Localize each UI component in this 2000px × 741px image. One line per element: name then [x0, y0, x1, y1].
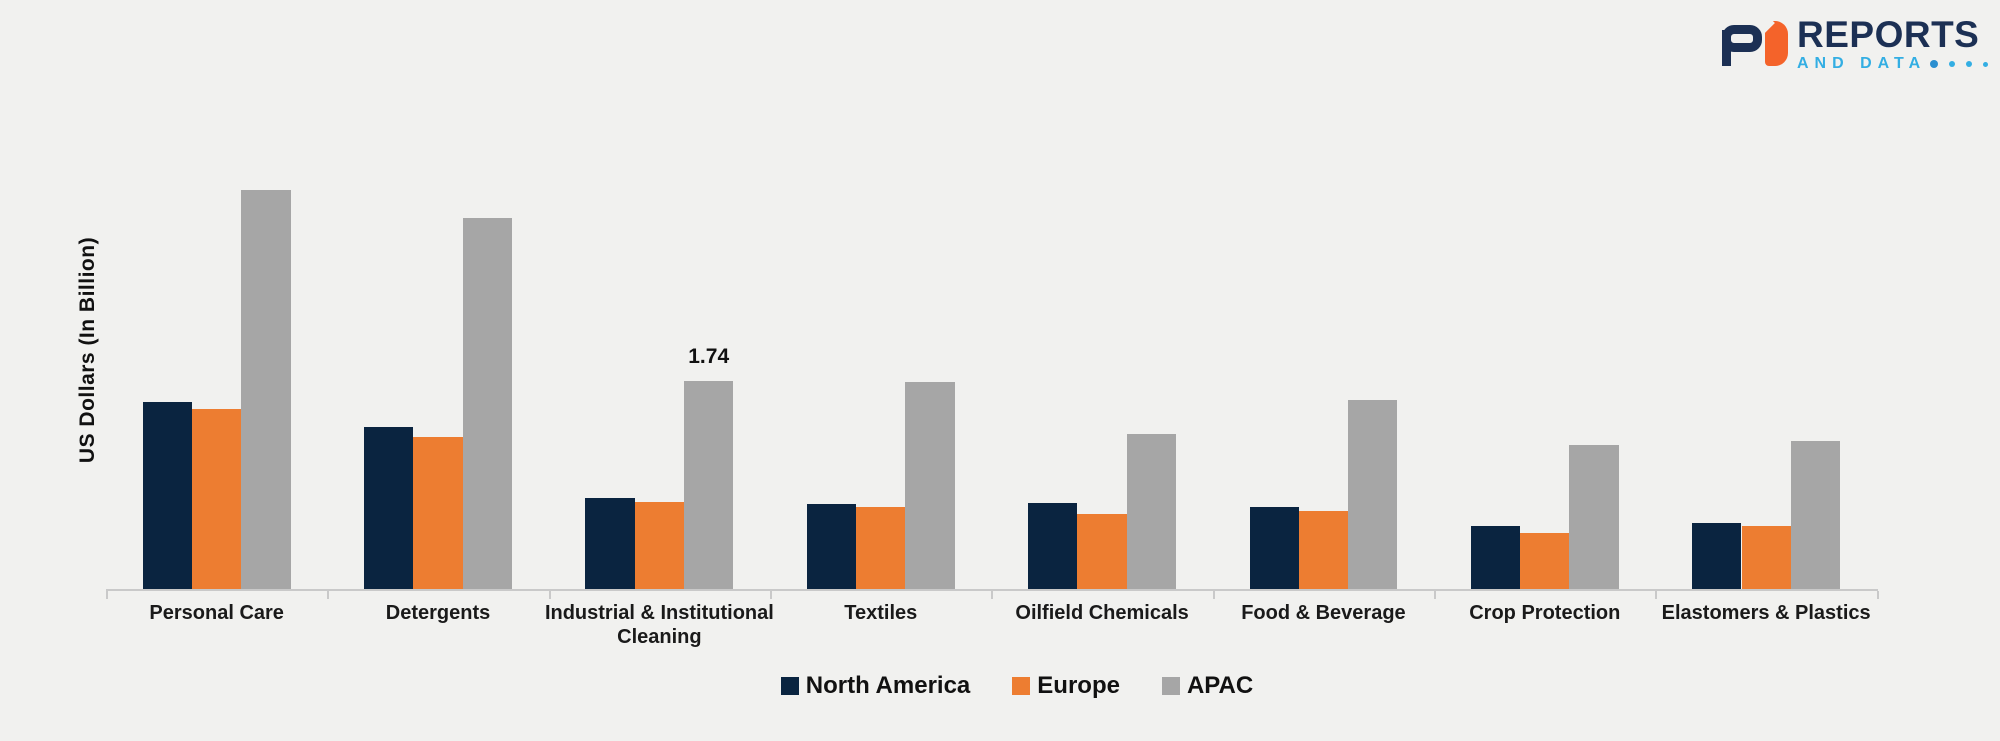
bar-apac — [241, 190, 291, 589]
x-axis-tick — [991, 591, 994, 599]
tagline-dot — [1949, 61, 1956, 67]
category-label: Crop Protection — [1469, 602, 1621, 624]
chart-legend: North America Europe APAC — [17, 672, 2000, 700]
category-label: Oilfield Chemicals — [1015, 602, 1189, 624]
legend-item-apac: APAC — [1161, 672, 1254, 700]
bar-apac — [684, 381, 734, 589]
x-axis-tick — [770, 591, 773, 599]
category-label: Textiles — [844, 602, 918, 624]
category-label: Detergents — [385, 602, 491, 624]
bar-north-america — [364, 426, 414, 589]
bar-north-america — [806, 504, 857, 589]
bar-north-america — [1692, 523, 1742, 589]
x-axis-tick — [106, 591, 108, 599]
x-axis-tick — [327, 591, 330, 599]
reports-and-data-logo: REPORTS AND DATA — [1722, 13, 1989, 72]
legend-label: Europe — [1037, 672, 1120, 699]
x-axis-tick — [1655, 591, 1658, 599]
bar-europe — [1077, 513, 1127, 589]
x-axis-tick — [1876, 591, 1879, 599]
logo-tagline: AND DATA — [1797, 56, 1989, 72]
y-axis-label: US Dollars (In Billion) — [76, 236, 99, 464]
bar-apac — [1126, 433, 1177, 589]
bar-europe — [413, 437, 463, 589]
bar-apac — [1569, 444, 1619, 589]
tagline-dot — [1983, 61, 1989, 67]
logo-rd-icon — [1722, 13, 1788, 66]
x-axis-tick — [1434, 591, 1437, 599]
x-axis-tick — [548, 591, 551, 599]
bar-apac — [462, 217, 512, 589]
tagline-dot — [1966, 61, 1973, 67]
x-axis-line — [106, 589, 1878, 591]
bar-north-america — [1249, 506, 1299, 589]
bar-europe — [1520, 532, 1570, 589]
bar-europe — [192, 408, 242, 589]
tagline-dot — [1930, 60, 1939, 68]
bar-europe — [1298, 511, 1349, 589]
bar-europe — [634, 501, 685, 589]
bar-north-america — [1470, 525, 1521, 589]
bar-north-america — [1028, 503, 1078, 589]
legend-swatch — [780, 677, 799, 695]
bar-europe — [1741, 525, 1791, 589]
bar-north-america — [585, 498, 635, 589]
category-label: Food & Beverage — [1241, 602, 1406, 624]
logo-brand-name: REPORTS — [1797, 14, 1980, 55]
bar-value-label: 1.74 — [688, 345, 730, 369]
legend-label: North America — [805, 672, 971, 699]
legend-item-europe: Europe — [1012, 672, 1120, 700]
x-axis-tick — [1212, 591, 1215, 599]
bar-apac — [1348, 400, 1398, 589]
category-label: Elastomers & Plastics — [1661, 602, 1871, 624]
bar-europe — [856, 506, 906, 589]
bar-apac — [905, 382, 955, 589]
bar-apac — [1790, 440, 1841, 589]
bar-north-america — [142, 401, 193, 589]
legend-swatch — [1012, 677, 1031, 695]
category-label: Industrial & Institutional Cleaning — [544, 602, 774, 648]
legend-swatch — [1161, 677, 1180, 695]
category-label: Personal Care — [149, 602, 284, 624]
legend-item-north-america: North America — [780, 672, 971, 700]
legend-label: APAC — [1186, 672, 1254, 699]
